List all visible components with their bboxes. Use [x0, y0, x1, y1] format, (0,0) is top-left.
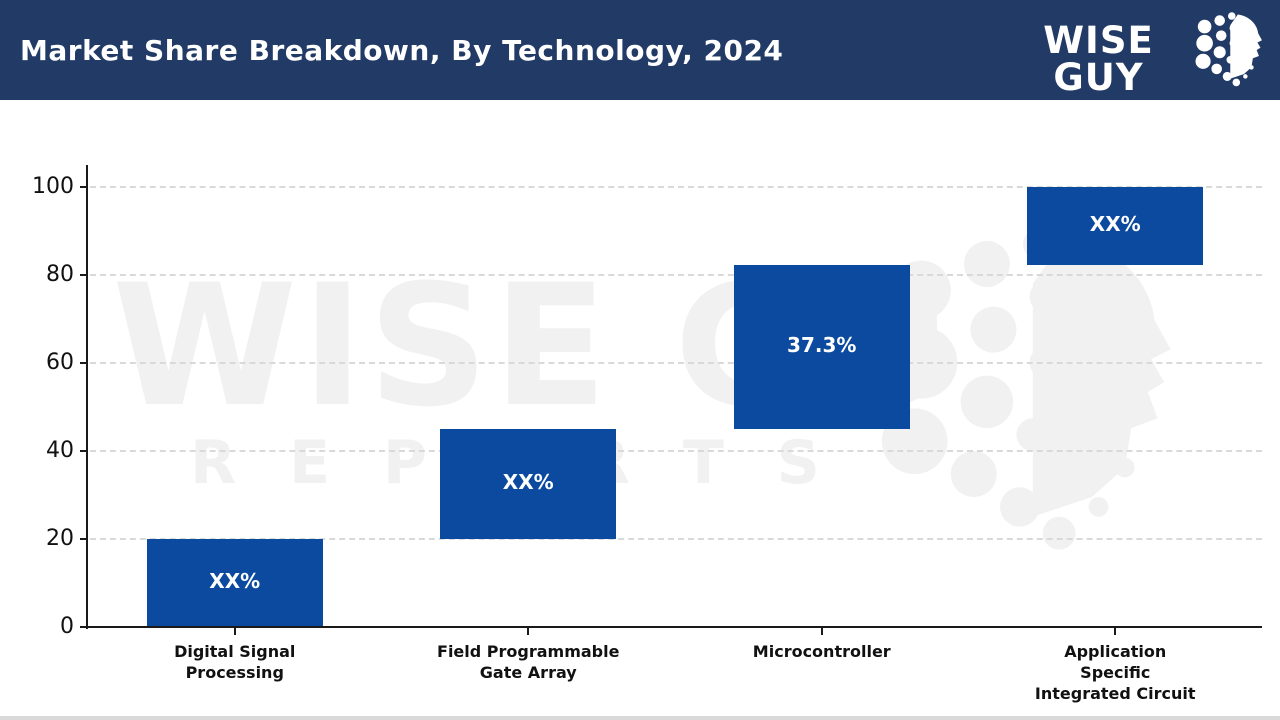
- y-tick: [80, 538, 88, 540]
- logo: WISE GUY REPORTS: [1006, 8, 1266, 115]
- gridline: [90, 538, 1262, 540]
- watermark-head-icon: [881, 227, 1171, 550]
- category-label-line: Gate Array: [479, 663, 577, 682]
- y-tick: [80, 362, 88, 364]
- bar-value-label: XX%: [1089, 211, 1141, 236]
- y-tick-label: 100: [32, 174, 74, 199]
- x-tick: [233, 628, 236, 635]
- y-tick-label: 20: [46, 526, 74, 551]
- y-tick: [80, 626, 88, 628]
- bar: [733, 264, 910, 429]
- category-label-line: Specific: [1080, 663, 1151, 682]
- logo-wordmark-line1: WISE GUY: [1043, 19, 1154, 99]
- y-tick-label: 80: [46, 262, 74, 287]
- gridline: [90, 450, 1262, 452]
- y-tick: [80, 450, 88, 452]
- category-label-line: Field Programmable: [437, 642, 620, 661]
- header-bar: Market Share Breakdown, By Technology, 2…: [0, 0, 1280, 115]
- y-tick-label: 40: [46, 438, 74, 463]
- gridline: [90, 186, 1262, 188]
- x-tick: [820, 628, 823, 635]
- bar: [1027, 187, 1204, 265]
- y-tick-label: 60: [46, 350, 74, 375]
- logo-head-icon: [1195, 12, 1262, 87]
- gridline: [90, 274, 1262, 276]
- category-label-line: Microcontroller: [752, 642, 891, 661]
- gridline: [90, 362, 1262, 364]
- x-tick: [1114, 628, 1117, 635]
- logo-wordmark-line2: REPORTS: [1032, 100, 1171, 115]
- category-label-line: Integrated Circuit: [1034, 684, 1196, 703]
- bar: [440, 429, 617, 539]
- y-axis-line: [86, 165, 88, 629]
- category-label-line: Digital Signal: [174, 642, 296, 661]
- y-tick: [80, 186, 88, 188]
- category-label-line: Application: [1064, 642, 1167, 661]
- logo-wordmark: WISE GUY REPORTS: [1006, 22, 1191, 115]
- chart-title: Market Share Breakdown, By Technology, 2…: [20, 33, 784, 67]
- footer-strip: [0, 716, 1280, 720]
- category-label-line: Processing: [185, 663, 284, 682]
- x-tick: [527, 628, 530, 635]
- x-axis-line: [86, 626, 1262, 628]
- y-tick-label: 0: [60, 614, 74, 639]
- y-tick: [80, 274, 88, 276]
- bar-value-label: XX%: [209, 569, 261, 593]
- bar-value-label: 37.3%: [787, 332, 857, 357]
- bar: [146, 539, 323, 627]
- bar-value-label: XX%: [502, 470, 554, 494]
